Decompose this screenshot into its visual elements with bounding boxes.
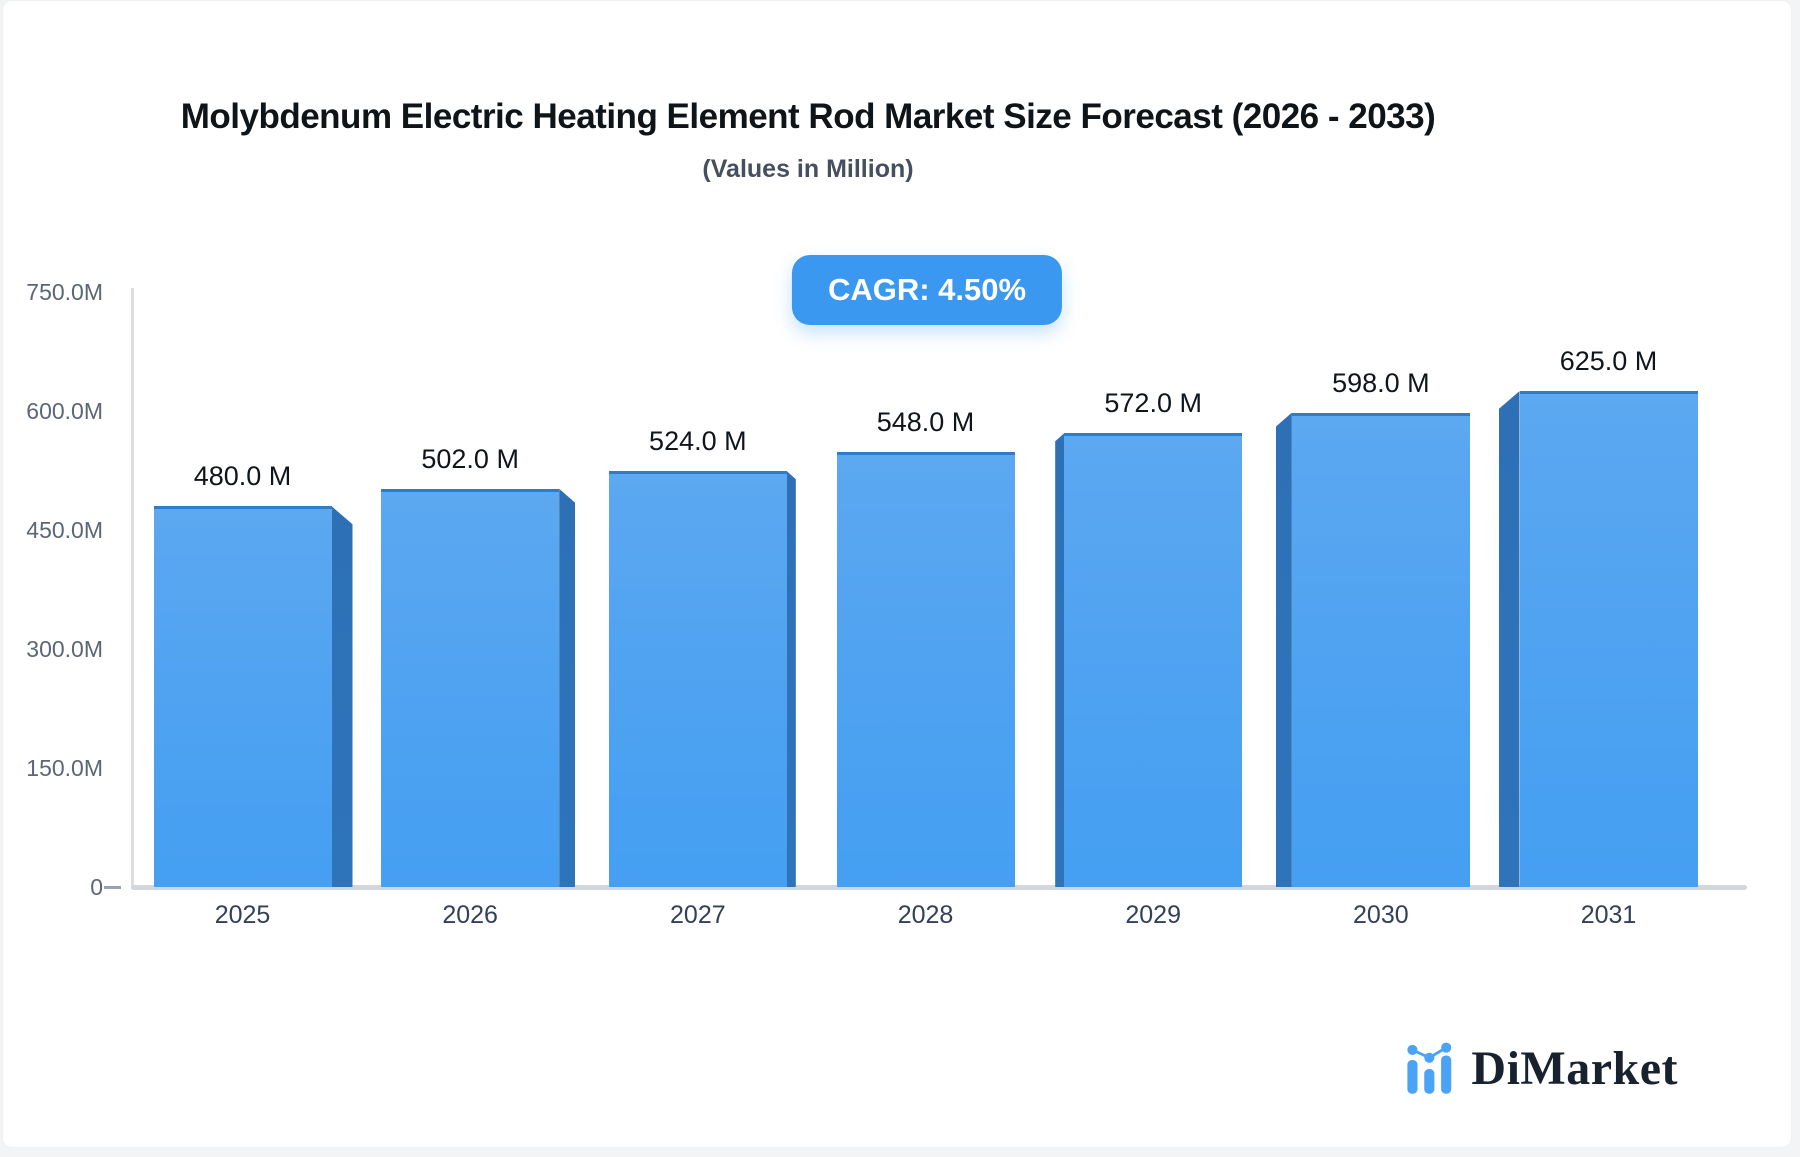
- x-axis-label: 2031: [1580, 901, 1637, 929]
- y-axis-line: [131, 288, 134, 889]
- logo-chart-icon: [1407, 1042, 1452, 1094]
- bar-value-label: 572.0 M: [1104, 388, 1202, 419]
- bar-2027: [608, 471, 787, 887]
- y-axis-tick-label: 450.0M: [26, 517, 103, 543]
- bar-2030: [1291, 412, 1470, 887]
- bar-value-label: 502.0 M: [421, 443, 519, 474]
- bar-value-label: 598.0 M: [1332, 367, 1430, 398]
- zero-tick-mark: [104, 886, 121, 889]
- chart-subtitle: (Values in Million): [702, 155, 914, 183]
- bar-2025: [153, 506, 332, 887]
- bar-value-label: 548.0 M: [876, 407, 975, 438]
- y-axis-tick-label: 150.0M: [26, 755, 103, 781]
- x-axis-label: 2029: [1125, 901, 1181, 929]
- cagr-badge: CAGR: 4.50%: [791, 255, 1063, 325]
- bar-2031: [1519, 391, 1698, 887]
- bar-3d-side: [559, 488, 576, 887]
- bar-value-label: 524.0 M: [649, 426, 747, 457]
- bar-2028: [836, 452, 1015, 887]
- bar-2029: [1064, 433, 1243, 887]
- bar-3d-side: [786, 471, 796, 887]
- x-axis-label: 2026: [442, 901, 498, 929]
- logo-text: DiMarket: [1471, 1042, 1678, 1095]
- chart-title: Molybdenum Electric Heating Element Rod …: [180, 97, 1436, 136]
- x-axis-label: 2025: [214, 901, 271, 929]
- bar-value-label: 625.0 M: [1559, 346, 1658, 377]
- y-axis-tick-label: 300.0M: [26, 636, 103, 662]
- bar-value-label: 480.0 M: [193, 461, 292, 492]
- dimarket-logo: DiMarket: [1405, 1041, 1678, 1096]
- x-axis-line: [131, 885, 1747, 890]
- chart-header: Molybdenum Electric Heating Element Rod …: [3, 97, 1613, 184]
- x-axis-label: 2027: [670, 901, 726, 929]
- x-axis-label: 2028: [897, 901, 954, 929]
- bar-3d-side: [1498, 391, 1520, 887]
- plot-area: 0 150.0M 300.0M 450.0M 600.0M 750.0M 480.0 M 20…: [3, 1, 1800, 1157]
- y-axis-tick-label: 0: [90, 874, 103, 900]
- y-axis-tick-label: 750.0M: [26, 279, 103, 305]
- bar-2026: [381, 488, 560, 887]
- x-axis-label: 2030: [1353, 901, 1409, 929]
- bar-3d-side: [1275, 412, 1292, 887]
- bar-3d-side: [331, 506, 353, 887]
- y-axis-tick-label: 600.0M: [26, 398, 103, 424]
- bar-3d-side: [1055, 433, 1065, 887]
